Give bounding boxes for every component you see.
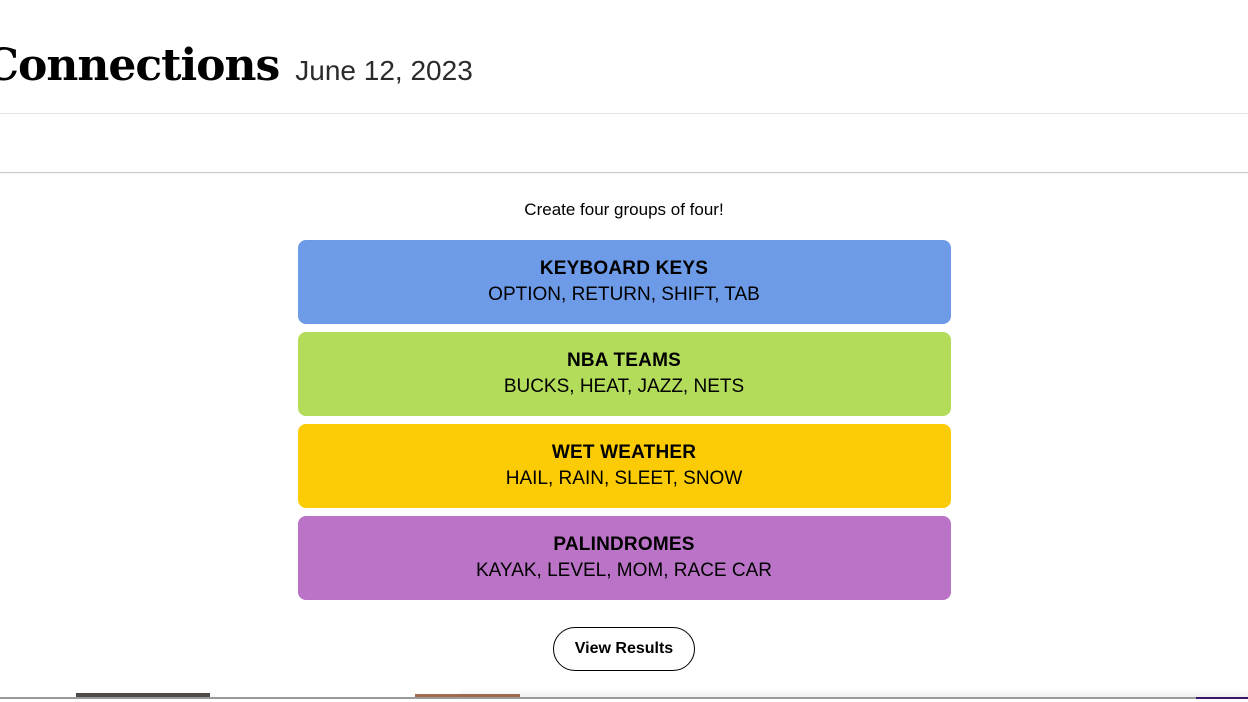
solved-groups-list: KEYBOARD KEYS OPTION, RETURN, SHIFT, TAB… xyxy=(297,240,951,600)
group-members: OPTION, RETURN, SHIFT, TAB xyxy=(488,284,760,305)
page-title: Connections xyxy=(0,40,280,91)
group-name: KEYBOARD KEYS xyxy=(539,258,709,279)
view-results-button[interactable]: View Results xyxy=(552,627,696,671)
group-name: WET WEATHER xyxy=(551,442,697,463)
clipped-footer-text-link xyxy=(415,694,520,697)
bottom-rule-accent xyxy=(1196,697,1248,699)
solved-group-nba-teams: NBA TEAMS BUCKS, HEAT, JAZZ, NETS xyxy=(297,332,951,416)
group-name: NBA TEAMS xyxy=(566,350,682,371)
header-divider-bottom xyxy=(0,172,1248,173)
game-board: Create four groups of four! KEYBOARD KEY… xyxy=(0,173,1248,671)
group-name: PALINDROMES xyxy=(553,534,695,555)
header: Connections June 12, 2023 xyxy=(0,0,1248,113)
solved-group-wet-weather: WET WEATHER HAIL, RAIN, SLEET, SNOW xyxy=(297,424,951,508)
bottom-panel-shadow xyxy=(460,688,1248,697)
clipped-footer-text-left xyxy=(76,693,210,697)
instruction-text: Create four groups of four! xyxy=(524,200,724,219)
group-members: HAIL, RAIN, SLEET, SNOW xyxy=(505,468,743,489)
page-bottom-edge xyxy=(0,686,1248,702)
header-divider-top xyxy=(0,113,1248,114)
solved-group-palindromes: PALINDROMES KAYAK, LEVEL, MOM, RACE CAR xyxy=(297,516,951,600)
group-members: KAYAK, LEVEL, MOM, RACE CAR xyxy=(476,560,772,581)
bottom-rule xyxy=(0,697,1196,699)
group-members: BUCKS, HEAT, JAZZ, NETS xyxy=(503,376,745,397)
puzzle-date: June 12, 2023 xyxy=(295,55,473,86)
solved-group-keyboard-keys: KEYBOARD KEYS OPTION, RETURN, SHIFT, TAB xyxy=(297,240,951,324)
